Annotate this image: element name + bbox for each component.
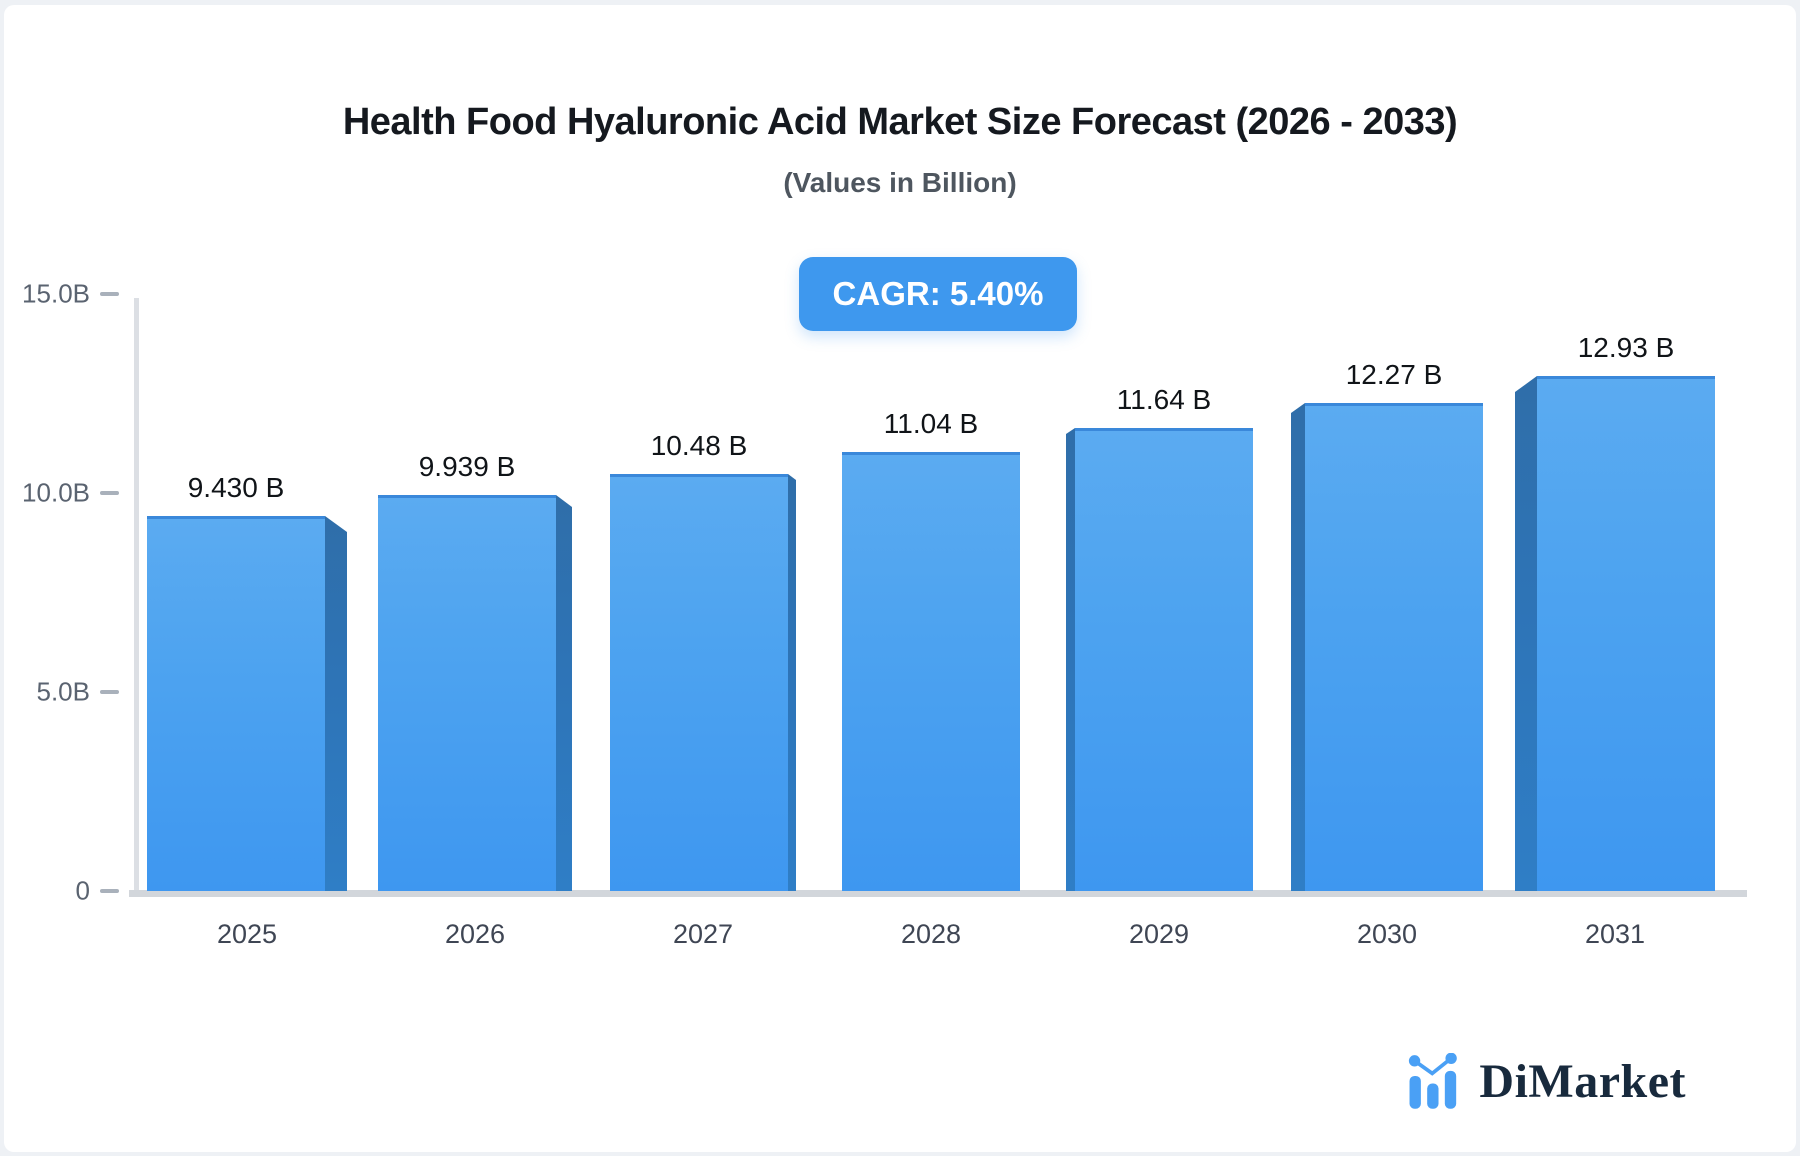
y-tick-mark bbox=[100, 690, 119, 694]
cagr-badge: CAGR: 5.40% bbox=[799, 257, 1077, 331]
y-axis-line bbox=[134, 298, 139, 895]
bar-face bbox=[1537, 376, 1715, 891]
bar-side-face bbox=[325, 516, 347, 891]
x-tick-label: 2025 bbox=[216, 919, 278, 949]
chart-subtitle: (Values in Billion) bbox=[783, 167, 1017, 198]
bar-face bbox=[1305, 403, 1483, 891]
y-tick-mark bbox=[100, 491, 119, 495]
bar-side-face bbox=[1515, 376, 1537, 891]
bar-side-face bbox=[1066, 428, 1075, 891]
brand-logo-text: DiMarket bbox=[1479, 1054, 1686, 1108]
x-tick-label: 2029 bbox=[1128, 919, 1190, 949]
bar-face bbox=[610, 474, 788, 891]
bar-side-face bbox=[1291, 403, 1305, 891]
bar-chart-trend-icon bbox=[1409, 1053, 1458, 1109]
bar-value-label: 9.939 B bbox=[418, 451, 516, 482]
bar-face bbox=[1075, 428, 1253, 891]
bar-value-label: 12.93 B bbox=[1577, 332, 1675, 363]
y-tick-label: 5.0B bbox=[36, 676, 91, 707]
bar-value-label: 11.64 B bbox=[1116, 384, 1212, 415]
chart-title: Health Food Hyaluronic Acid Market Size … bbox=[342, 101, 1458, 143]
plot-area: 15.0B 10.0B 5.0B 0 9.430 B 9.939 B 10.48 B 11.… bbox=[22, 279, 1749, 949]
bar-face bbox=[842, 452, 1020, 891]
x-tick-label: 2031 bbox=[1584, 919, 1646, 949]
y-tick-mark bbox=[100, 889, 119, 893]
y-tick-label: 10.0B bbox=[22, 477, 90, 508]
bar-value-label: 12.27 B bbox=[1345, 359, 1443, 390]
chart-card: Health Food Hyaluronic Acid Market Size … bbox=[4, 5, 1796, 1152]
x-tick-label: 2028 bbox=[900, 919, 962, 949]
bar-side-face bbox=[556, 495, 572, 891]
brand-logo: DiMarket bbox=[1407, 1053, 1686, 1109]
x-tick-label: 2026 bbox=[444, 919, 506, 949]
x-tick-label: 2027 bbox=[672, 919, 734, 949]
bar-value-label: 9.430 B bbox=[187, 472, 285, 503]
cagr-badge-label: CAGR: 5.40% bbox=[832, 275, 1044, 312]
x-axis-baseline bbox=[129, 890, 1747, 897]
y-tick-mark bbox=[100, 292, 119, 296]
bar-value-label: 10.48 B bbox=[650, 430, 748, 461]
bar-face bbox=[147, 516, 325, 891]
x-tick-label: 2030 bbox=[1356, 919, 1418, 949]
bar-value-label: 11.04 B bbox=[883, 408, 979, 439]
y-tick-label: 0 bbox=[75, 875, 90, 906]
bar-face bbox=[378, 495, 556, 891]
y-tick-label: 15.0B bbox=[22, 278, 90, 309]
bar-side-face bbox=[788, 474, 796, 891]
